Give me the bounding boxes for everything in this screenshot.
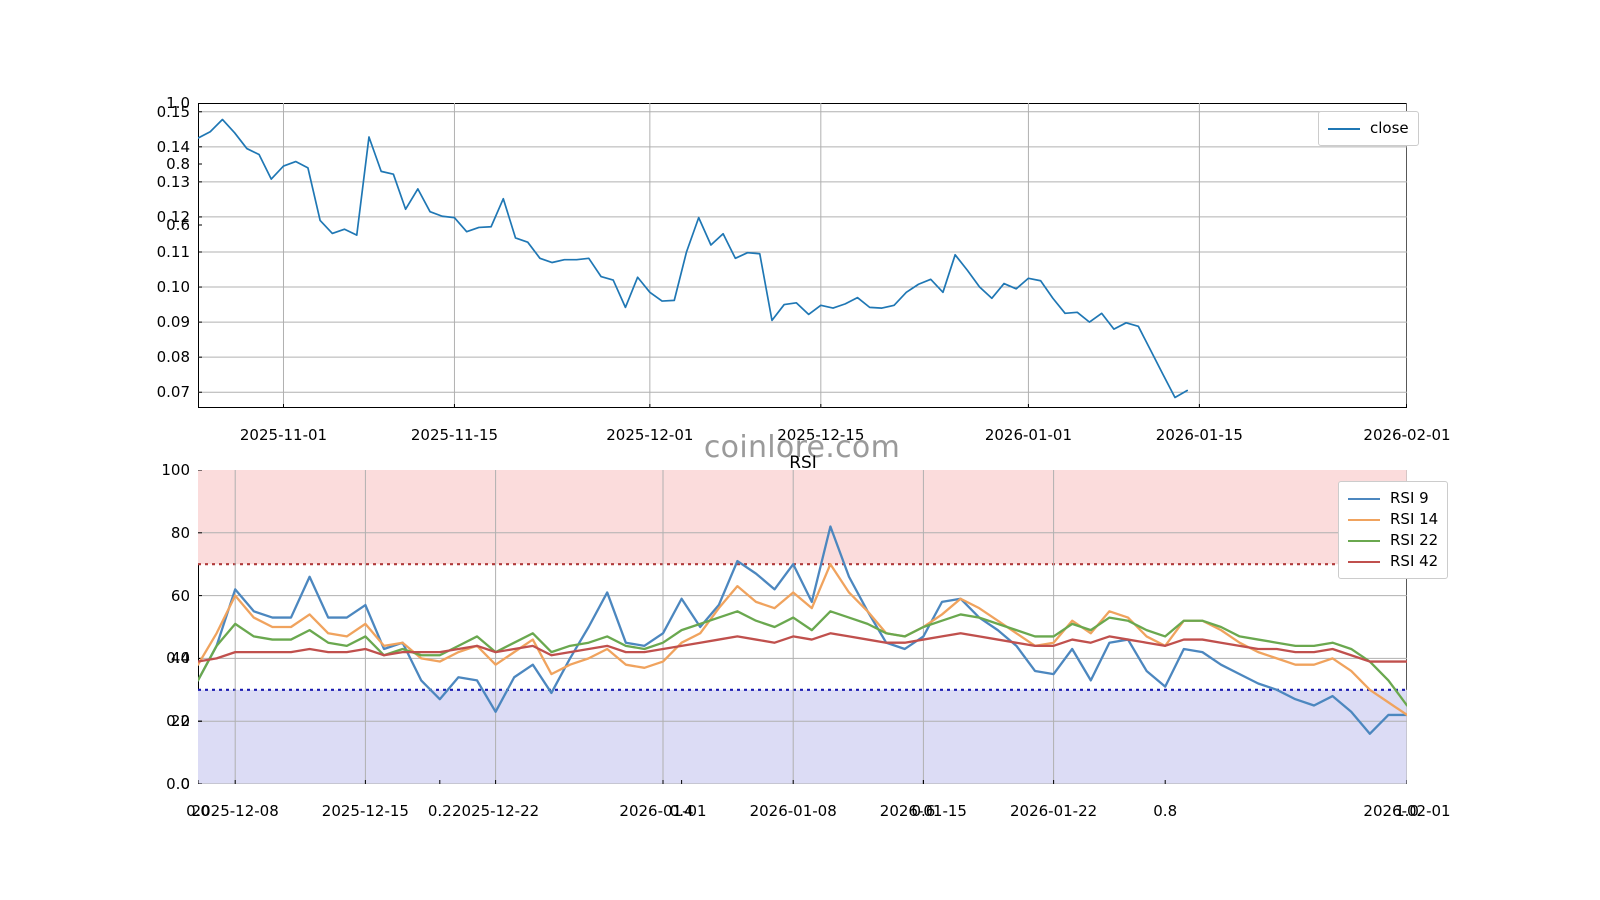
legend-line-swatch [1348, 518, 1380, 521]
axis-tick-label: 2025-12-22 [452, 802, 540, 820]
legend-item-label: RSI 22 [1390, 531, 1439, 549]
axis-tick-label: 0.2 [427, 802, 452, 820]
watermark-coinlore: coinlore.com [703, 430, 901, 465]
axis-tick-label: 20 [170, 712, 190, 731]
rsi-panel-title: RSI [789, 453, 817, 473]
axis-tick-label: 1.0 [1395, 802, 1419, 820]
axis-tick-label: 0.15 [156, 102, 190, 121]
rsi-line-rsi-42 [198, 632, 1407, 663]
axis-tick-label: 0.8 [166, 155, 190, 173]
axis-tick-label: 0.4 [166, 649, 190, 668]
axis-tick-label: 1.0 [166, 94, 190, 112]
axis-tick-label: 0.8 [1153, 802, 1178, 820]
axis-tick-label: 0.0 [166, 775, 190, 793]
axis-tick-label: 2025-12-15 [777, 426, 865, 444]
axis-tick-label: 0.12 [156, 207, 190, 226]
rsi-chart-canvas [198, 470, 1407, 784]
axis-tick-label: 0.0 [186, 802, 210, 820]
legend-item-label: close [1370, 119, 1409, 137]
price-legend[interactable]: close [1318, 111, 1419, 146]
legend-item-rsi-22[interactable]: RSI 22 [1348, 530, 1438, 551]
axis-tick-label: 0.07 [156, 383, 190, 402]
axis-tick-label: 80 [170, 523, 190, 542]
axis-tick-label: 0 [180, 775, 190, 793]
axis-tick-label: 0.09 [156, 313, 190, 332]
legend-line-swatch [1328, 127, 1360, 130]
price-chart-canvas [198, 103, 1407, 408]
legend-item-rsi-42[interactable]: RSI 42 [1348, 551, 1438, 572]
axis-tick-label: 40 [170, 649, 190, 668]
axis-tick-label: 2025-11-15 [410, 426, 499, 444]
axis-tick-label: 0.13 [156, 172, 190, 191]
axis-tick-label: 2026-01-15 [879, 802, 967, 820]
axis-tick-label: 2026-01-22 [1010, 802, 1098, 820]
rsi-overbought-band [198, 470, 1407, 565]
legend-line-swatch [1348, 560, 1380, 563]
axis-tick-label: 0.6 [166, 216, 190, 234]
axis-tick-label: 2026-01-01 [984, 426, 1073, 444]
axis-tick-label: 0.2 [166, 712, 190, 731]
axis-tick-label: 2026-01-01 [619, 802, 707, 820]
axis-tick-label: 2026-02-01 [1363, 426, 1451, 444]
axis-tick-label: 2026-01-15 [1155, 426, 1243, 444]
axis-tick-label: 0.10 [156, 278, 190, 297]
axis-tick-label: 2025-12-08 [191, 802, 279, 820]
axis-tick-label: 0.14 [156, 137, 190, 156]
legend-item-close[interactable]: close [1328, 118, 1409, 139]
axis-tick-label: 2026-01-08 [749, 802, 837, 820]
axis-tick-label: 2025-12-15 [321, 802, 409, 820]
legend-item-rsi-9[interactable]: RSI 9 [1348, 488, 1438, 509]
axis-tick-label: 2025-12-01 [606, 426, 694, 444]
legend-line-swatch [1348, 497, 1380, 500]
rsi-oversold-band [198, 689, 1407, 784]
legend-line-swatch [1348, 539, 1380, 542]
rsi-line-rsi-22 [198, 610, 1407, 707]
axis-tick-label: 2026-02-01 [1363, 802, 1451, 820]
axis-tick-label: 100 [161, 461, 190, 479]
legend-item-rsi-14[interactable]: RSI 14 [1348, 509, 1438, 530]
rsi-legend[interactable]: RSI 9 RSI 14 RSI 22 RSI 42 [1338, 481, 1449, 579]
legend-item-label: RSI 14 [1390, 510, 1439, 528]
axis-tick-label: 0.6 [911, 802, 936, 820]
axis-tick-label: 60 [170, 586, 190, 605]
axis-tick-label: 0.11 [156, 242, 190, 261]
axis-tick-label: 0.4 [669, 802, 694, 820]
legend-item-label: RSI 9 [1390, 489, 1429, 507]
axis-tick-label: 2025-11-01 [239, 426, 328, 444]
legend-item-label: RSI 42 [1390, 552, 1439, 570]
price-close-line [198, 118, 1189, 399]
axis-tick-label: 0.08 [156, 348, 190, 367]
